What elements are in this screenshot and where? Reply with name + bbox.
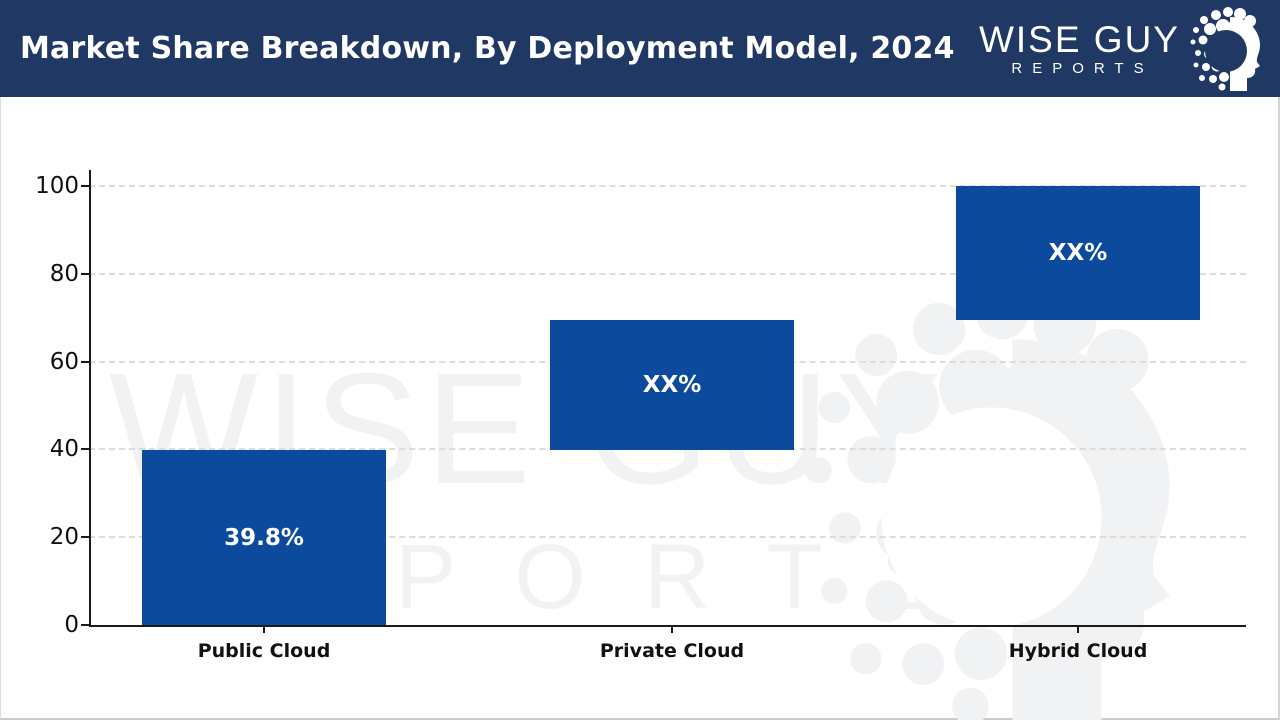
y-tick-label-40: 40	[49, 436, 79, 463]
bar-private-cloud: XX%	[550, 320, 794, 451]
x-axis-line	[89, 625, 1246, 627]
y-tick-mark-20	[81, 536, 89, 539]
chart-area: WISE GUY REPORTS 0 20 40 60 80 100 39.8% Public…	[0, 97, 1280, 720]
gridline-80	[89, 272, 1246, 275]
bar-value-label: XX%	[642, 372, 702, 399]
y-tick-mark-80	[81, 272, 89, 275]
y-tick-mark-0	[81, 624, 89, 626]
x-tick-mark-1	[263, 625, 265, 633]
gridline-20	[89, 536, 1246, 539]
x-category-label-2: Private Cloud	[599, 640, 745, 662]
chart-title: Market Share Breakdown, By Deployment Mo…	[20, 31, 955, 66]
logo-wordmark: WISE GUY REPORTS	[979, 21, 1180, 76]
y-tick-label-80: 80	[49, 260, 79, 287]
logo-wordmark-line2: REPORTS	[1011, 60, 1154, 77]
header-bar: Market Share Breakdown, By Deployment Mo…	[0, 0, 1280, 97]
bar-public-cloud: 39.8%	[142, 450, 386, 625]
y-tick-label-100: 100	[35, 173, 79, 199]
y-tick-mark-60	[81, 360, 89, 363]
y-tick-label-60: 60	[49, 348, 79, 375]
logo-wordmark-line1: WISE GUY	[978, 19, 1180, 60]
x-category-label-3: Hybrid Cloud	[1008, 640, 1148, 662]
y-tick-mark-40	[81, 448, 89, 451]
x-tick-mark-2	[671, 625, 673, 633]
logo-head-icon	[1190, 6, 1260, 91]
bar-hybrid-cloud: XX%	[956, 186, 1200, 321]
y-tick-mark-100	[81, 185, 89, 187]
wiseguy-logo: WISE GUY REPORTS	[979, 6, 1262, 91]
bar-value-label: XX%	[1048, 240, 1108, 267]
bar-value-label: 39.8%	[224, 524, 304, 551]
y-tick-label-20: 20	[49, 524, 79, 551]
x-tick-mark-3	[1077, 625, 1079, 633]
y-axis-line	[89, 170, 91, 627]
x-category-label-1: Public Cloud	[197, 640, 331, 662]
gridline-100	[89, 185, 1246, 187]
y-tick-label-0: 0	[64, 612, 79, 638]
